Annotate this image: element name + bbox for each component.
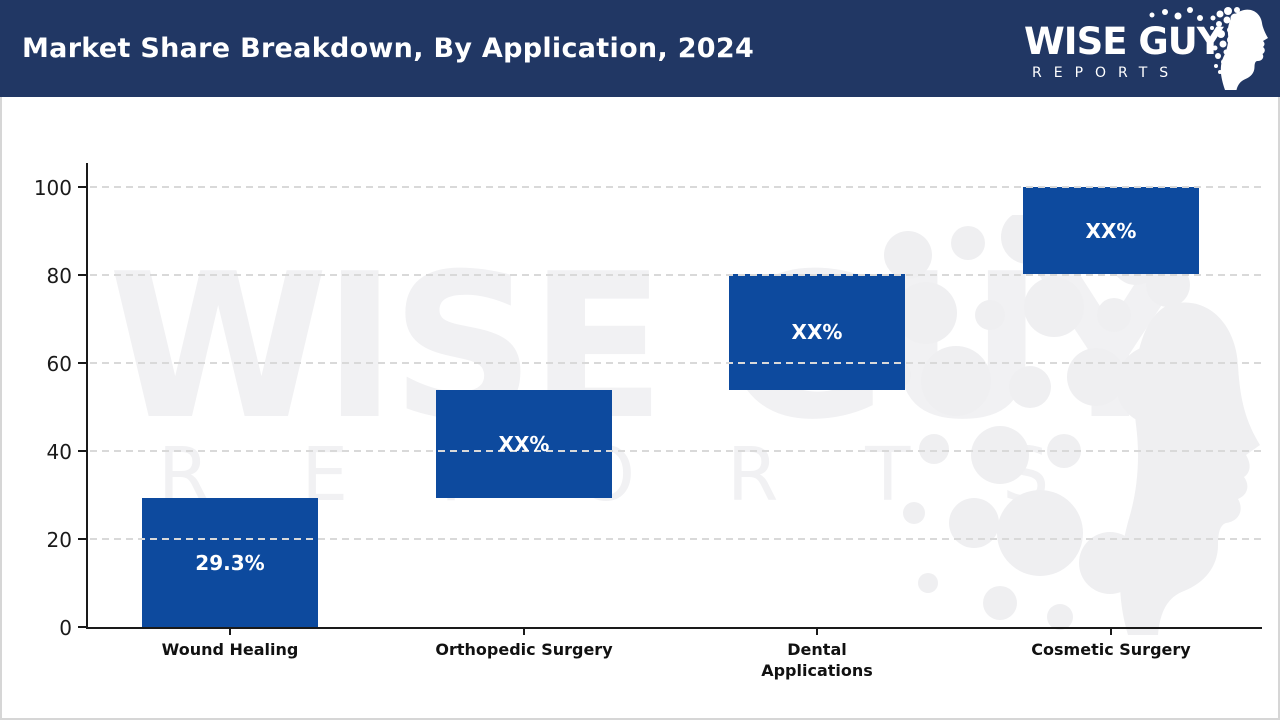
y-tick-label: 100 [33,176,72,200]
category-label-line: Orthopedic Surgery [435,640,613,659]
logo-head-icon [1210,7,1268,91]
bar-value-label: XX% [498,431,550,456]
y-tick-mark [78,186,86,188]
y-axis-spine [86,162,88,629]
category-label-line: Applications [761,660,873,680]
y-tick-mark [78,626,86,628]
category-label-line: Cosmetic Surgery [1031,640,1191,659]
bar-dental-applications [729,274,905,390]
y-tick-mark [78,362,86,364]
y-tick-label: 20 [46,528,72,552]
bar-orthopedic-surgery [436,389,612,499]
category-label-orthopedic-surgery: Orthopedic Surgery [414,640,634,661]
gridline-80 [90,274,1262,276]
bar-cosmetic-surgery [1023,187,1199,275]
wise-guy-reports-logo: WISE GUY REPORTS [1024,7,1268,91]
y-tick-label: 60 [46,352,72,376]
x-tick-mark [1110,629,1112,635]
bar-wound-healing [142,498,318,627]
bar-value-label: XX% [1085,218,1137,243]
category-label-dental-applications: Dental Applications [707,640,927,682]
logo-wordmark: WISE GUY [1024,20,1225,63]
y-tick-label: 0 [59,616,72,640]
x-tick-mark [229,629,231,635]
y-tick-mark [78,450,86,452]
gridline-100 [90,186,1262,188]
x-axis-spine [86,627,1262,629]
bar-value-label: 29.3% [195,550,265,575]
logo-subtext: REPORTS [1032,65,1180,81]
chart-header: Market Share Breakdown, By Application, … [0,0,1280,97]
gridline-60 [90,362,1262,364]
y-tick-mark [78,274,86,276]
x-tick-mark [816,629,818,635]
category-label-cosmetic-surgery: Cosmetic Surgery [1001,640,1221,661]
category-label-line: Dental [787,640,847,659]
logo-accent-dots [1149,7,1203,21]
bar-value-label: XX% [791,319,843,344]
y-tick-label: 80 [46,264,72,288]
category-label-wound-healing: Wound Healing [120,640,340,661]
y-tick-label: 40 [46,440,72,464]
category-label-line: Wound Healing [161,640,299,659]
watermark-wise-guy-text: WISE GUY [108,231,1183,464]
gridline-40 [90,450,1262,452]
x-tick-mark [523,629,525,635]
y-tick-mark [78,538,86,540]
gridline-20 [90,538,1262,540]
page-title: Market Share Breakdown, By Application, … [22,33,755,64]
